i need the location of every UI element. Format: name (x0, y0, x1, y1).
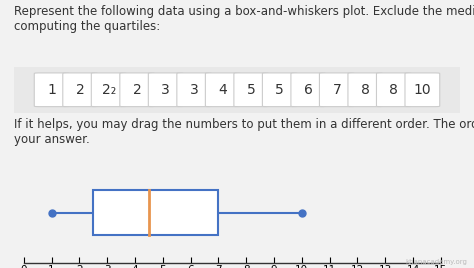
Text: 8: 8 (361, 83, 370, 97)
Text: 5: 5 (275, 83, 284, 97)
Text: 4: 4 (219, 83, 227, 97)
Text: 2: 2 (133, 83, 142, 97)
Text: If it helps, you may drag the numbers to put them in a different order. The orde: If it helps, you may drag the numbers to… (14, 118, 474, 146)
FancyBboxPatch shape (120, 73, 155, 107)
FancyBboxPatch shape (91, 73, 126, 107)
FancyBboxPatch shape (205, 73, 240, 107)
Text: 7: 7 (332, 83, 341, 97)
FancyBboxPatch shape (291, 73, 326, 107)
FancyBboxPatch shape (63, 73, 98, 107)
Text: Represent the following data using a box-and-whiskers plot. Exclude the median w: Represent the following data using a box… (14, 5, 474, 33)
FancyBboxPatch shape (148, 73, 183, 107)
FancyBboxPatch shape (348, 73, 383, 107)
Text: 3: 3 (161, 83, 170, 97)
FancyBboxPatch shape (263, 73, 297, 107)
FancyBboxPatch shape (177, 73, 211, 107)
FancyBboxPatch shape (34, 73, 69, 107)
FancyBboxPatch shape (319, 73, 354, 107)
FancyBboxPatch shape (405, 73, 440, 107)
Text: khanacademy.org: khanacademy.org (405, 259, 467, 265)
FancyBboxPatch shape (234, 73, 269, 107)
Text: 2: 2 (76, 83, 84, 97)
Text: 5: 5 (247, 83, 255, 97)
Text: 2₂: 2₂ (101, 83, 116, 97)
Text: 1: 1 (47, 83, 56, 97)
Text: 3: 3 (190, 83, 199, 97)
FancyBboxPatch shape (5, 66, 469, 113)
Text: 8: 8 (390, 83, 398, 97)
Bar (93, 190, 219, 235)
FancyBboxPatch shape (376, 73, 411, 107)
Text: 6: 6 (304, 83, 313, 97)
Text: 10: 10 (413, 83, 431, 97)
